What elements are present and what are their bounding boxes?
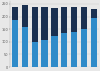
Bar xyxy=(41,7,48,40)
Bar xyxy=(90,18,97,67)
Bar xyxy=(61,33,67,67)
Bar xyxy=(41,40,48,67)
Bar xyxy=(81,29,87,67)
Bar xyxy=(61,7,67,33)
Bar xyxy=(51,36,58,67)
Bar xyxy=(81,7,87,29)
Bar xyxy=(90,9,97,18)
Bar xyxy=(71,7,77,32)
Bar xyxy=(22,5,28,27)
Bar xyxy=(12,20,18,67)
Bar xyxy=(22,27,28,67)
Bar xyxy=(32,7,38,42)
Bar xyxy=(71,32,77,67)
Bar xyxy=(51,8,58,36)
Bar xyxy=(12,7,18,20)
Bar xyxy=(32,42,38,67)
